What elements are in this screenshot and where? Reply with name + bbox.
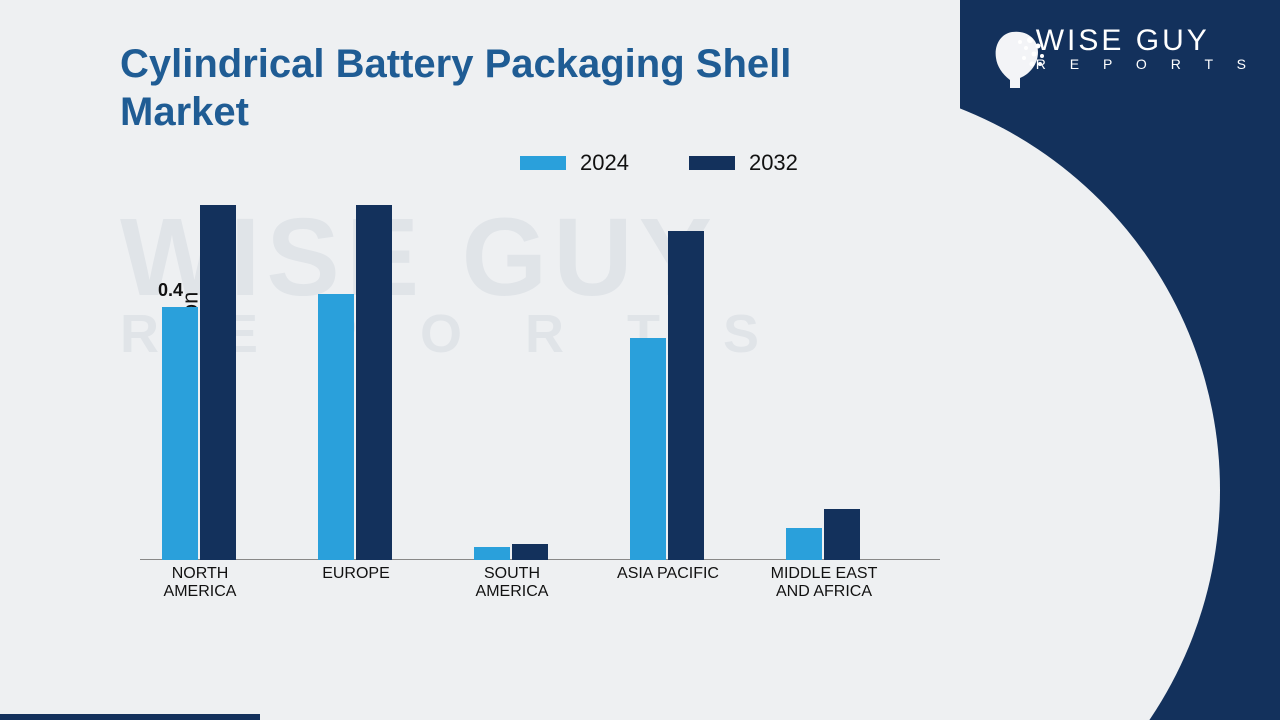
legend: 2024 2032 [520,150,798,176]
x-tick-label: SOUTH AMERICA [452,565,572,602]
plot-area: 0.4 [140,180,940,560]
legend-swatch-2024 [520,156,566,170]
chart: Market Size in USD Billion 2024 2032 0.4… [80,150,960,690]
bar-2024 [630,338,666,560]
bar-2032 [356,205,392,560]
chart-title: Cylindrical Battery Packaging Shell Mark… [120,40,840,136]
bar-2024 [162,307,198,560]
legend-item-2024: 2024 [520,150,629,176]
bar-2032 [200,205,236,560]
x-tick-label: MIDDLE EAST AND AFRICA [764,565,884,602]
bar-2024 [786,528,822,560]
bar-2032 [824,509,860,560]
legend-label-2032: 2032 [749,150,798,176]
brand-line2: R E P O R T S [1036,56,1256,72]
bar-2024 [318,294,354,560]
x-tick-label: EUROPE [296,565,416,583]
bar-value-label: 0.4 [158,280,183,301]
footer-accent-bar [0,714,260,720]
bar-2024 [474,547,510,560]
legend-swatch-2032 [689,156,735,170]
brand-line1: WISE GUY [1036,24,1256,58]
legend-item-2032: 2032 [689,150,798,176]
x-tick-label: NORTH AMERICA [140,565,260,602]
bar-2032 [512,544,548,560]
bar-2032 [668,231,704,560]
legend-label-2024: 2024 [580,150,629,176]
canvas: WISE GUY R E P O R T S Cylindrical Batte… [0,0,1280,720]
brand-logo-text: WISE GUY R E P O R T S [1036,24,1256,72]
x-tick-label: ASIA PACIFIC [608,565,728,583]
